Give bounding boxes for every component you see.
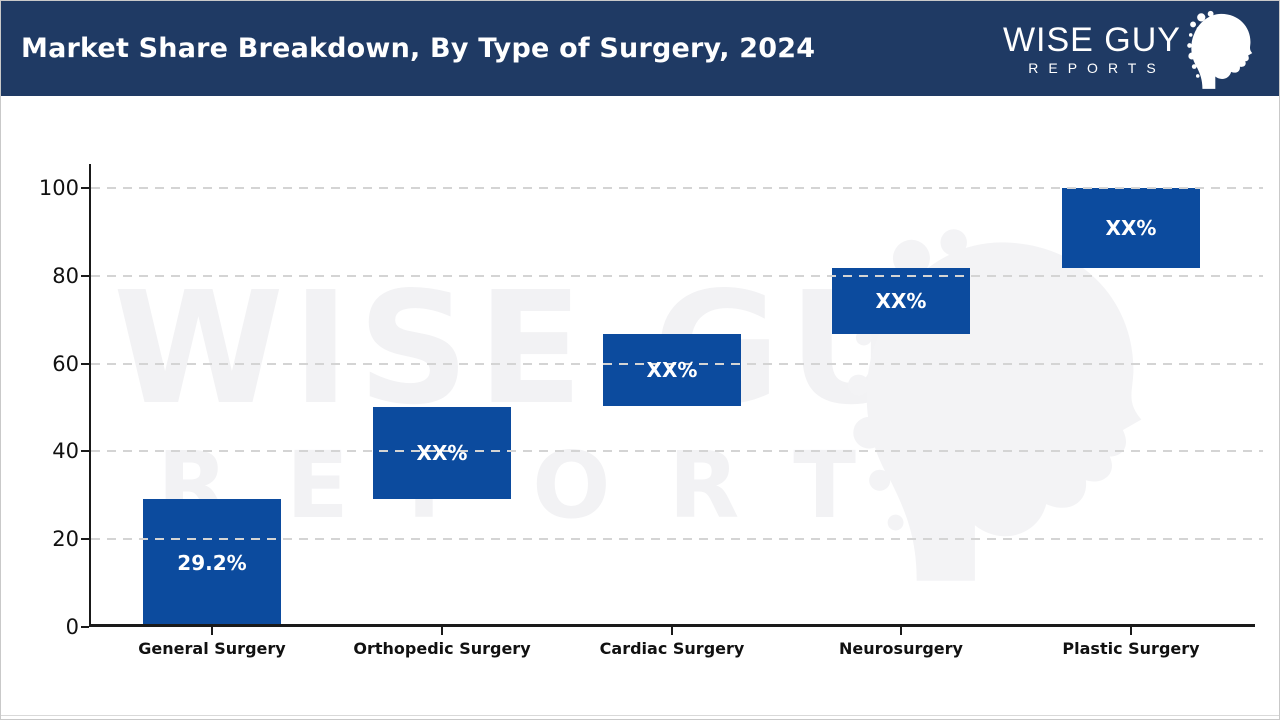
- wiseguy-logo: WISE GUY REPORTS: [1003, 8, 1263, 90]
- wiseguy-logo-text: WISE GUY REPORTS: [1003, 23, 1181, 75]
- chart-title: Market Share Breakdown, By Type of Surge…: [21, 33, 816, 64]
- x-tick-2: [441, 627, 443, 635]
- y-axis-line: [89, 164, 91, 627]
- x-tick-1: [211, 627, 213, 635]
- logo-wordmark: WISE GUY: [1002, 20, 1181, 59]
- category-label: Plastic Surgery: [1062, 639, 1200, 658]
- y-tick-label: 20: [52, 527, 79, 552]
- y-tick-0: [81, 626, 89, 628]
- y-tick-label: 60: [52, 351, 79, 376]
- x-tick-3: [671, 627, 673, 635]
- bar-neurosurgery: [832, 268, 970, 334]
- footer-divider-line: [1, 715, 1279, 716]
- bar-value-label: XX%: [416, 440, 468, 465]
- category-label: Neurosurgery: [839, 639, 963, 658]
- bar-value-label: 29.2%: [177, 550, 247, 575]
- bar-value-label: XX%: [646, 358, 698, 383]
- header-banner: Market Share Breakdown, By Type of Surge…: [1, 1, 1279, 96]
- bar-chart-canvas: WISE GUY REPORTS 29.2% XX% XX% XX% XX% 0 20 40 6…: [1, 96, 1279, 717]
- category-label: Orthopedic Surgery: [353, 639, 531, 658]
- y-tick-100: [81, 187, 89, 189]
- category-label: General Surgery: [138, 639, 286, 658]
- y-tick-label: 0: [65, 615, 79, 639]
- bar-general-surgery: [143, 498, 281, 627]
- y-tick-label: 100: [38, 176, 79, 200]
- y-tick-label: 40: [52, 439, 79, 464]
- x-tick-5: [1130, 627, 1132, 635]
- x-tick-4: [900, 627, 902, 635]
- y-tick-20: [81, 538, 89, 541]
- bar-plastic-surgery: [1062, 188, 1200, 268]
- category-label: Cardiac Surgery: [599, 639, 745, 658]
- bar-value-label: XX%: [1105, 215, 1157, 240]
- bar-value-label: XX%: [875, 289, 927, 314]
- bar-cardiac-surgery: [603, 334, 741, 407]
- head-profile-dots-icon: [1187, 10, 1253, 89]
- y-tick-60: [81, 362, 89, 365]
- logo-subtitle: REPORTS: [1028, 59, 1166, 76]
- x-axis-line: [89, 624, 1255, 627]
- y-tick-label: 80: [52, 263, 79, 288]
- y-tick-80: [81, 274, 89, 277]
- bar-orthopedic-surgery: [373, 406, 511, 499]
- y-tick-40: [81, 450, 89, 453]
